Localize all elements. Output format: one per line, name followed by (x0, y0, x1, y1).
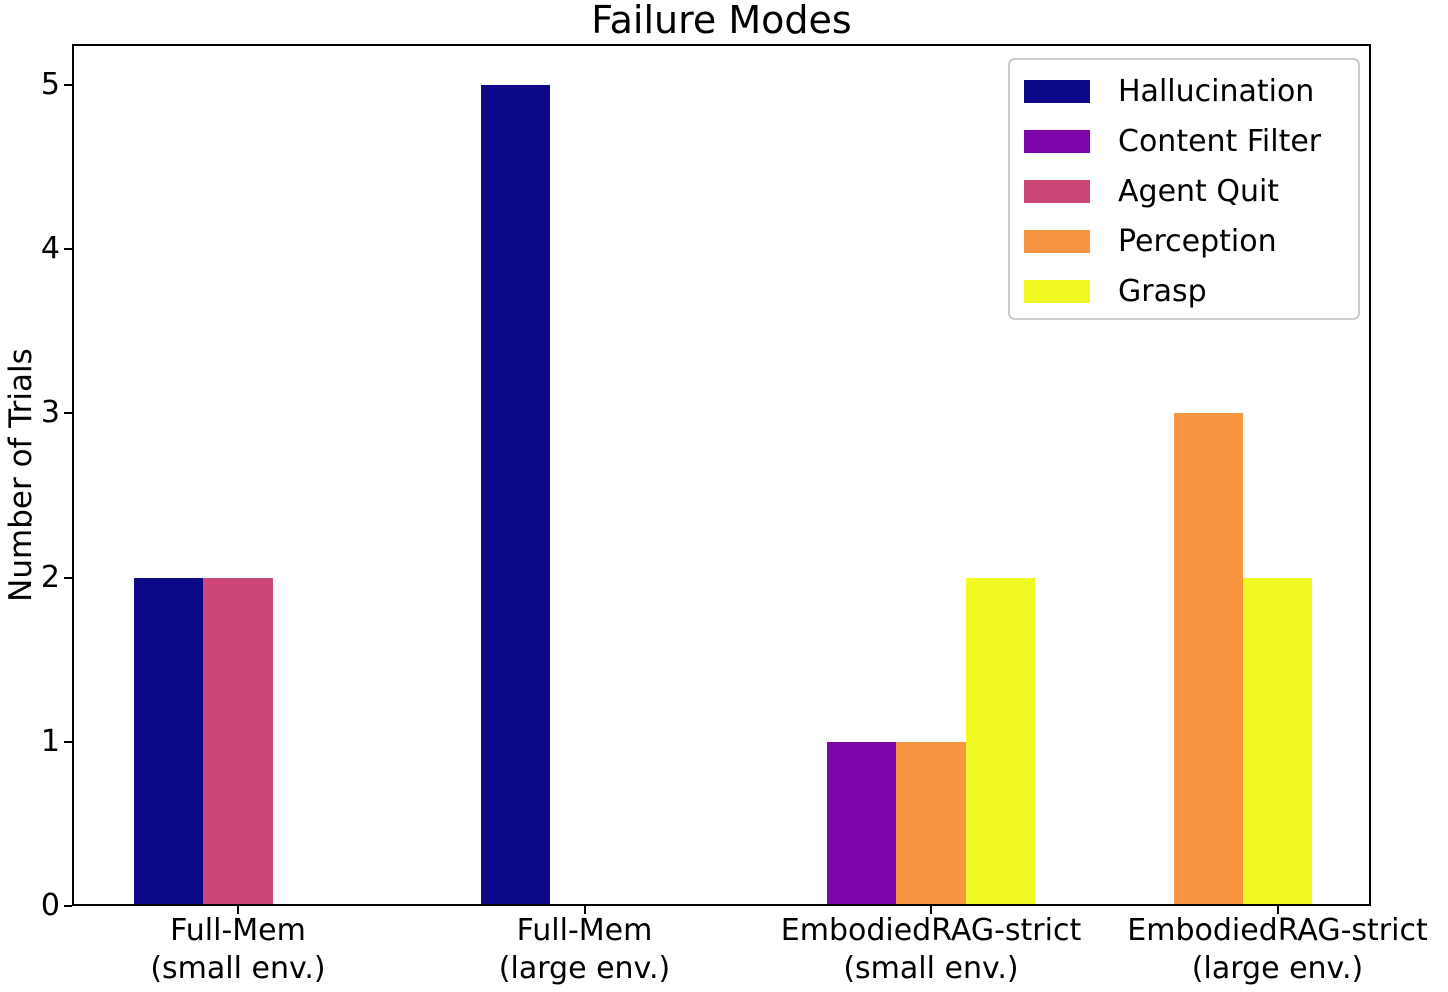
y-tick-mark (64, 740, 72, 743)
y-tick-label: 4 (40, 231, 60, 267)
bar (480, 85, 550, 906)
legend-color-swatch (1024, 129, 1090, 153)
y-tick-mark (64, 576, 72, 579)
x-tick-label-line2: (large env.) (498, 951, 671, 986)
x-tick-label-line1: EmbodiedRAG-strict (780, 913, 1082, 948)
bar (1242, 577, 1313, 906)
legend-rows: Hallucination Content Filter Agent Quit Per… (1024, 66, 1358, 316)
bar (896, 741, 966, 906)
bar (965, 577, 1035, 906)
legend-item: Grasp (1024, 266, 1358, 316)
bar (203, 577, 273, 906)
x-tick-mark (930, 906, 932, 914)
legend-color-swatch (1024, 279, 1090, 303)
x-tick-label: Full-Mem (large env.) (285, 912, 885, 988)
y-tick-label: 3 (40, 395, 60, 431)
x-tick-mark (583, 906, 586, 914)
legend-label: Content Filter (1118, 123, 1322, 159)
x-tick-label: EmbodiedRAG-strict (large env.) (978, 912, 1448, 988)
x-tick-label-line1: Full-Mem (170, 913, 306, 948)
bar (134, 577, 204, 906)
legend: Hallucination Content Filter Agent Quit Per… (1008, 58, 1360, 320)
bar (1173, 413, 1243, 906)
legend-color-swatch (1024, 79, 1090, 103)
legend-label: Perception (1118, 223, 1277, 259)
legend-item: Hallucination (1024, 66, 1358, 116)
legend-color-swatch (1024, 229, 1090, 253)
x-tick-label: Full-Mem (small env.) (0, 912, 538, 988)
x-tick-label-line1: EmbodiedRAG-strict (1127, 913, 1428, 948)
chart-title: Failure Modes (591, 0, 852, 42)
bar (827, 741, 897, 906)
y-tick-label: 5 (40, 67, 60, 102)
legend-color-swatch (1024, 179, 1090, 203)
x-tick-label-line2: (small env.) (150, 951, 326, 986)
y-tick-label: 1 (40, 723, 60, 759)
y-tick-mark (64, 248, 72, 251)
legend-label: Hallucination (1118, 73, 1315, 109)
x-tick-label: EmbodiedRAG-strict (small env.) (631, 912, 1231, 988)
y-tick-label: 2 (40, 559, 60, 595)
x-tick-label-line2: (large env.) (1191, 951, 1364, 986)
legend-item: Agent Quit (1024, 166, 1358, 216)
legend-label: Agent Quit (1118, 173, 1280, 209)
legend-item: Perception (1024, 216, 1358, 266)
x-tick-label-line1: Full-Mem (516, 913, 653, 948)
y-tick-mark (64, 84, 72, 86)
x-tick-mark (1276, 906, 1279, 914)
y-tick-label: 0 (40, 888, 60, 923)
legend-item: Content Filter (1024, 116, 1358, 166)
legend-label: Grasp (1118, 273, 1207, 309)
x-tick-label-line2: (small env.) (843, 951, 1019, 986)
y-tick-mark (64, 412, 72, 415)
x-tick-mark (237, 906, 239, 914)
y-tick-mark (64, 905, 72, 907)
